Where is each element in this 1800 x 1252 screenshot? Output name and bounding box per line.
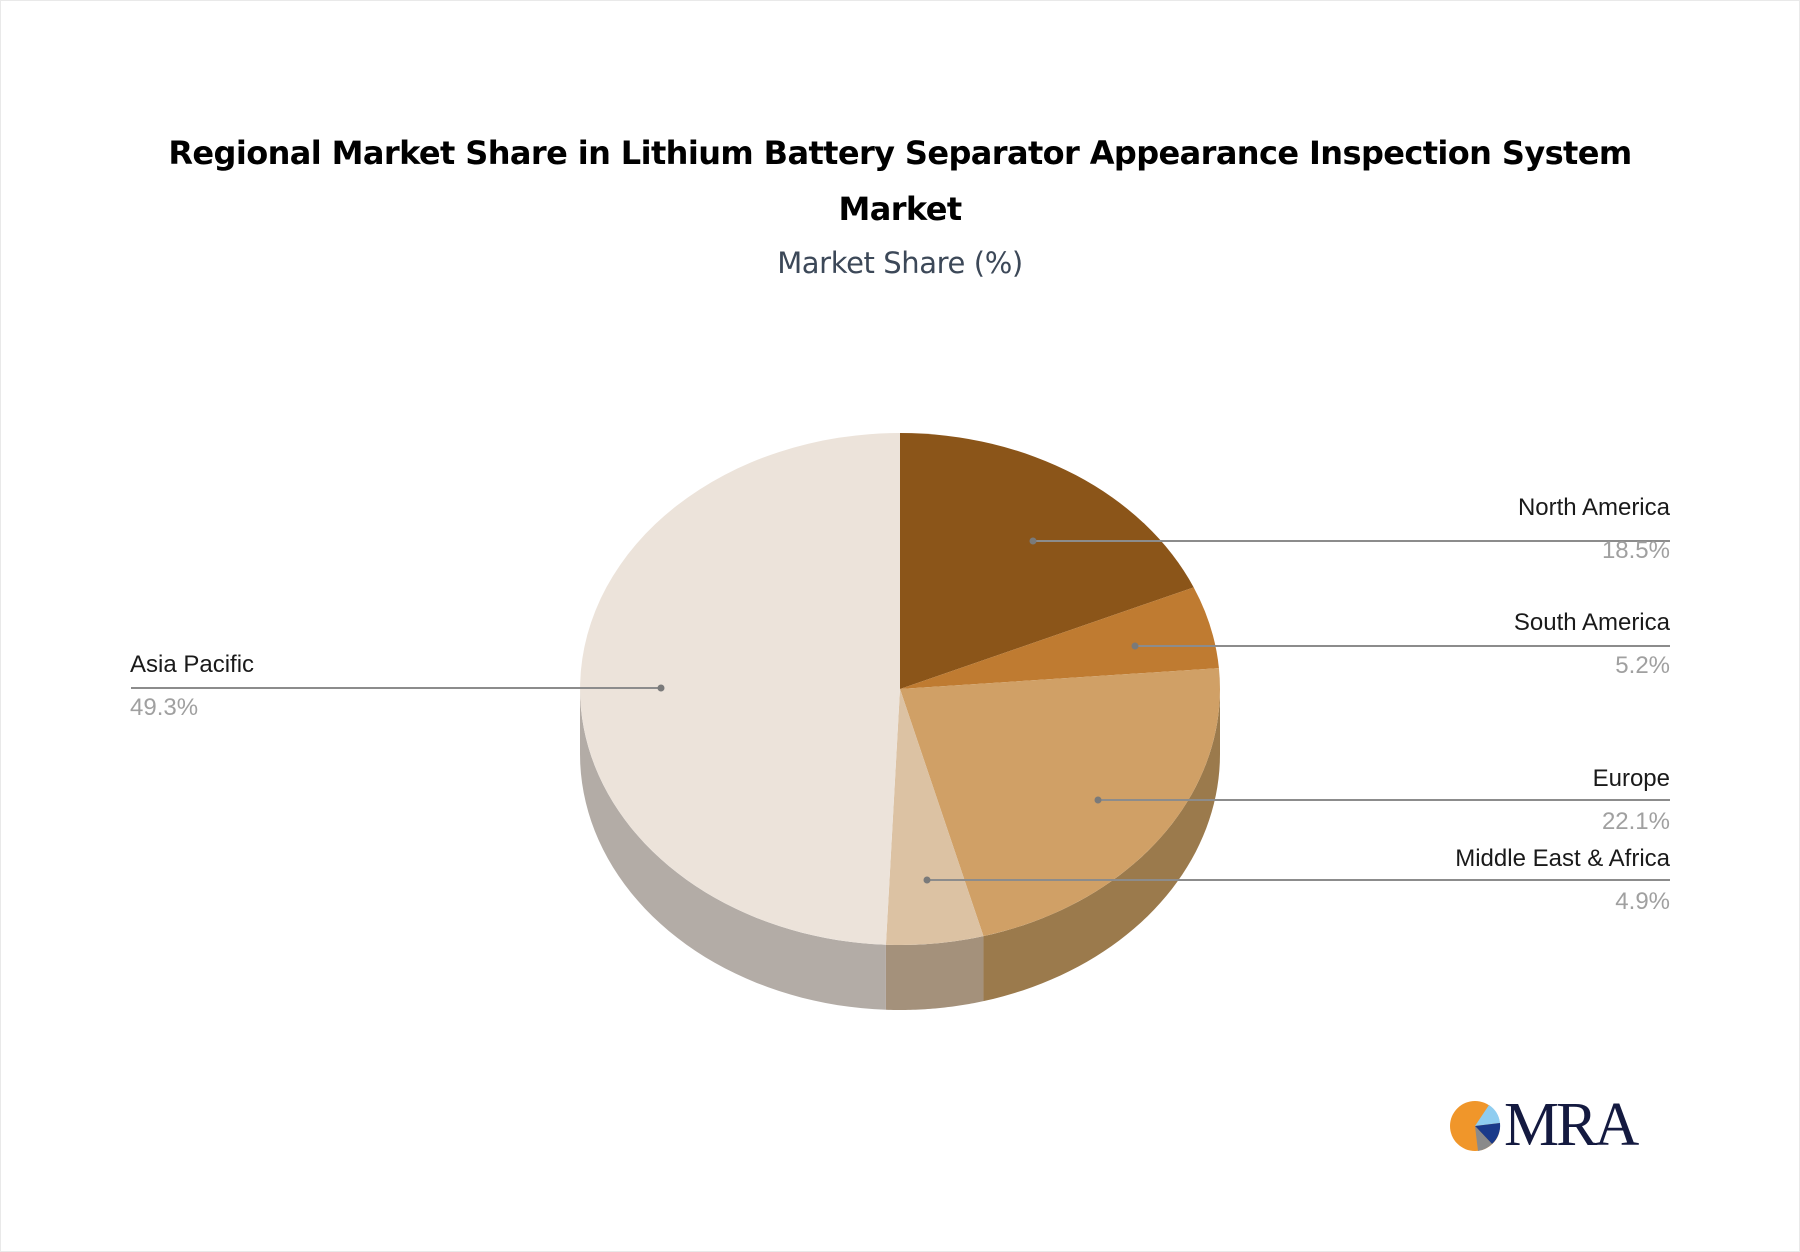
label-north-america: North America xyxy=(1517,494,1670,521)
pie-side-europe xyxy=(983,689,1220,1002)
mra-logo: MRA xyxy=(1448,1094,1648,1156)
pie-side-middle-east-africa xyxy=(885,936,984,1010)
label-europe: Europe xyxy=(1592,765,1670,792)
value-middle-east-africa: 4.9% xyxy=(1615,888,1670,915)
chart-title-line-2: Market xyxy=(838,190,962,228)
pie-slice-europe[interactable] xyxy=(900,668,1220,937)
pie-logo-icon xyxy=(1450,1101,1501,1151)
leader-lines xyxy=(131,537,1670,884)
pie-slice-asia-pacific[interactable] xyxy=(580,433,900,945)
pie-slice-north-america[interactable] xyxy=(900,433,1194,689)
leader-dot-4 xyxy=(657,684,665,692)
pie-sides xyxy=(580,689,1220,1010)
leader-dot-1 xyxy=(1131,642,1139,650)
label-middle-east-africa: Middle East & Africa xyxy=(1455,845,1670,872)
leader-dot-3 xyxy=(923,876,931,884)
pie-side-asia-pacific xyxy=(580,689,886,1010)
label-south-america: South America xyxy=(1513,609,1670,636)
label-asia-pacific: Asia Pacific xyxy=(130,651,255,678)
value-north-america: 18.5% xyxy=(1601,537,1670,564)
pie-slice-south-america[interactable] xyxy=(900,587,1219,689)
value-south-america: 5.2% xyxy=(1615,652,1670,679)
logo-text: MRA xyxy=(1504,1091,1639,1159)
leader-dot-2 xyxy=(1094,796,1102,804)
leader-dot-0 xyxy=(1029,537,1037,545)
value-asia-pacific: 49.3% xyxy=(130,694,199,721)
pie-slices xyxy=(580,433,1220,945)
chart-subtitle: Market Share (%) xyxy=(777,246,1023,280)
chart-title-line-1: Regional Market Share in Lithium Battery… xyxy=(168,134,1632,172)
value-europe: 22.1% xyxy=(1601,808,1670,835)
